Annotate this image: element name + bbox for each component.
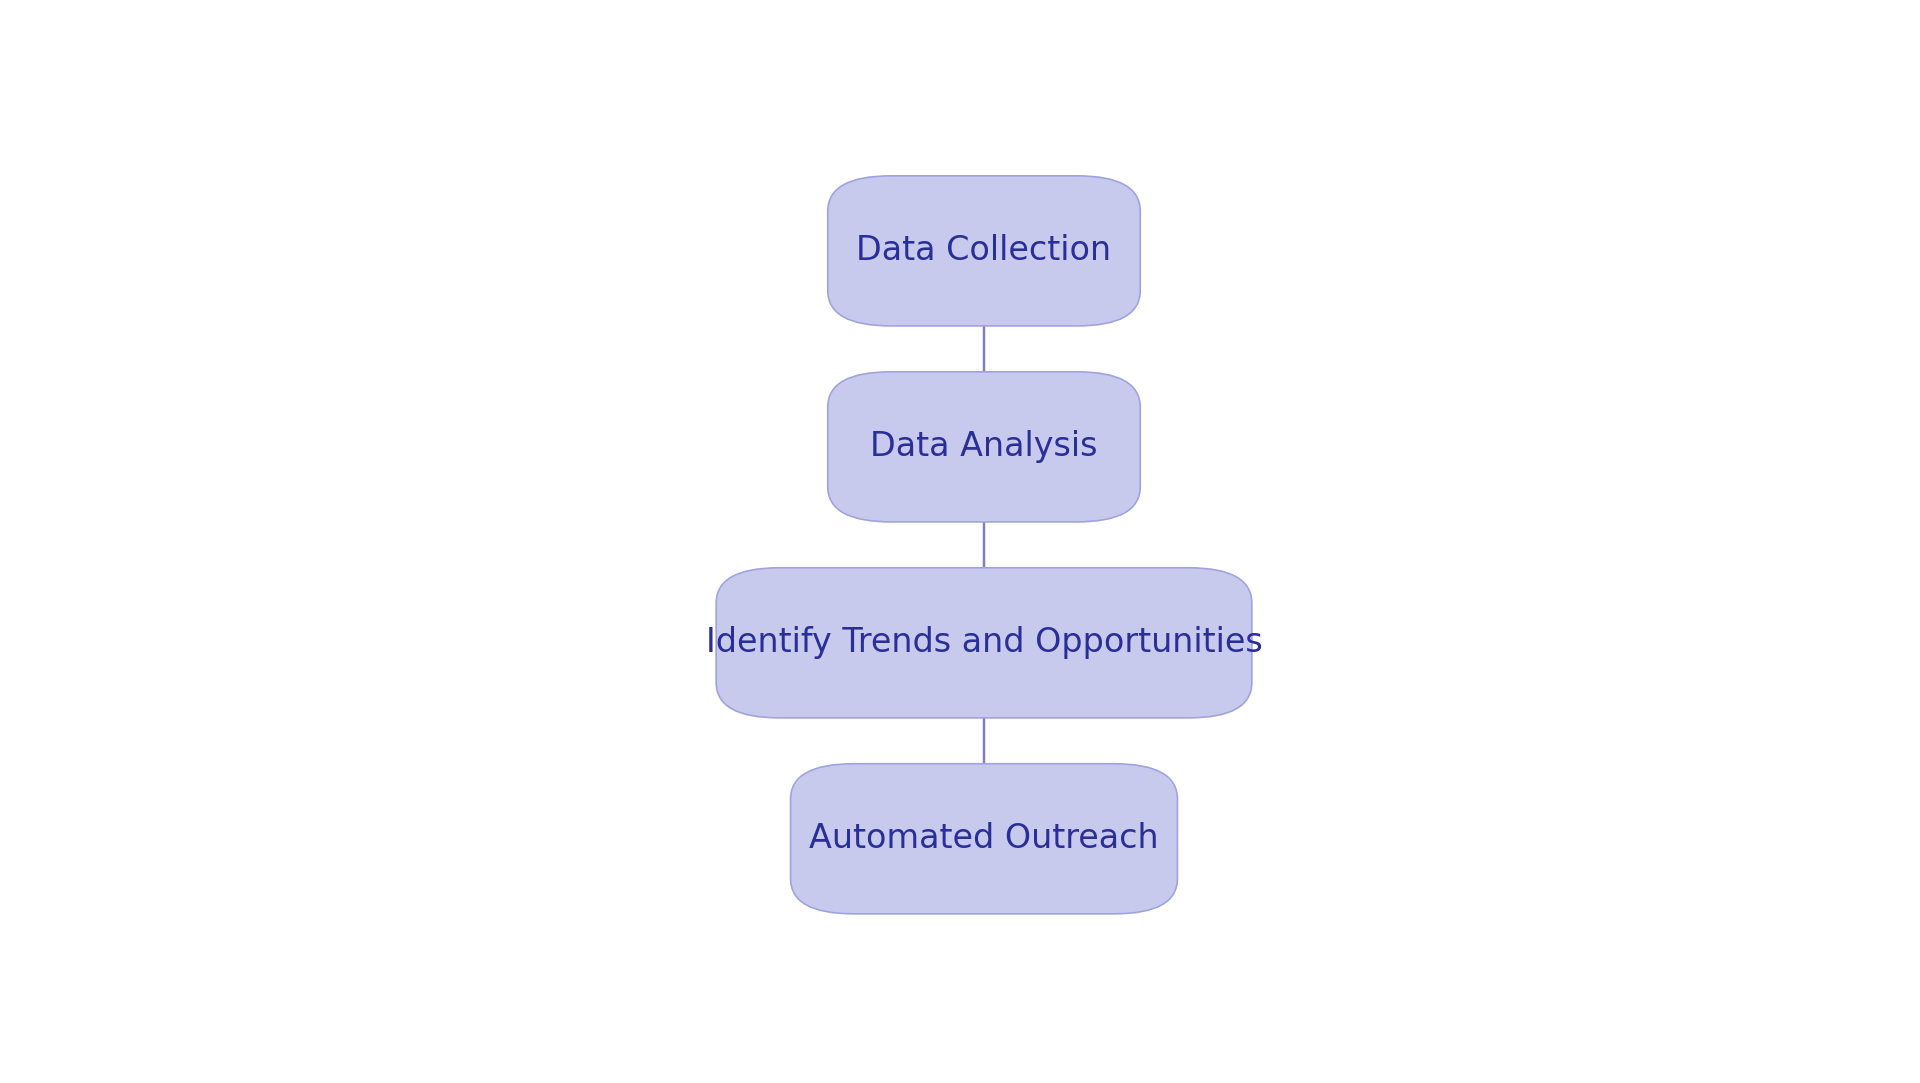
Text: Identify Trends and Opportunities: Identify Trends and Opportunities <box>707 626 1261 660</box>
FancyBboxPatch shape <box>716 567 1252 718</box>
FancyBboxPatch shape <box>791 764 1177 914</box>
Text: Automated Outreach: Automated Outreach <box>808 822 1160 856</box>
Text: Data Collection: Data Collection <box>856 234 1112 268</box>
FancyBboxPatch shape <box>828 371 1140 522</box>
FancyBboxPatch shape <box>828 175 1140 326</box>
Text: Data Analysis: Data Analysis <box>870 430 1098 464</box>
